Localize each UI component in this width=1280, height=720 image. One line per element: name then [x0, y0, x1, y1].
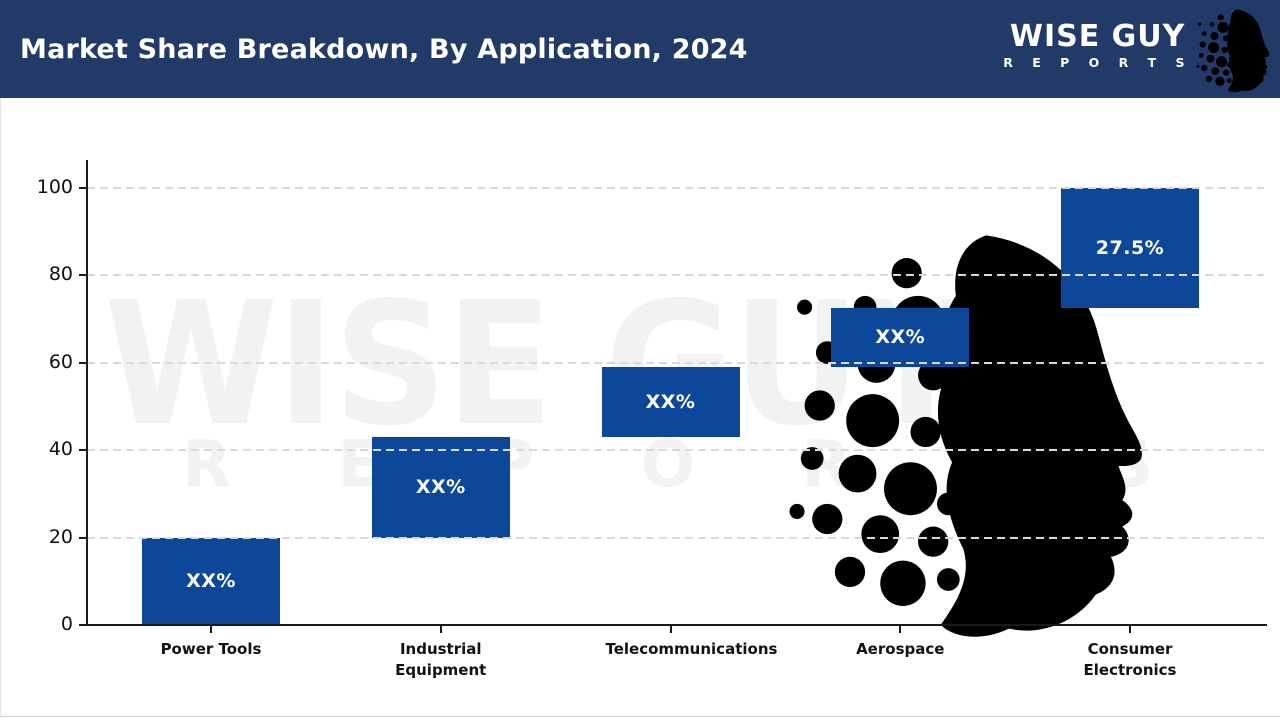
gridline: [87, 361, 1264, 364]
y-axis-line: [86, 160, 88, 626]
y-tick: [79, 449, 87, 451]
gridline: [87, 536, 1264, 539]
bar-value-label: XX%: [186, 570, 236, 593]
chart-title: Market Share Breakdown, By Application, …: [20, 33, 748, 65]
bottom-border: [0, 716, 1280, 717]
y-tick-label: 40: [48, 438, 73, 460]
y-tick: [79, 361, 87, 364]
y-tick-label: 20: [48, 525, 73, 548]
x-tick: [1129, 626, 1131, 633]
y-tick-label: 100: [36, 175, 73, 198]
x-tick: [899, 626, 902, 633]
bar-telecommunications: XX%: [601, 366, 740, 437]
gridline: [87, 274, 1264, 276]
y-tick: [79, 274, 87, 276]
logo-text: WISE GUY: [1009, 19, 1186, 54]
bar-industrial-equipment: XX%: [371, 436, 510, 538]
category-label-power-tools: Power Tools: [160, 640, 262, 658]
y-tick: [79, 624, 87, 626]
bar-value-label: 27.5%: [1095, 236, 1165, 259]
x-tick: [210, 626, 212, 633]
category-label-telecommunications: Telecommunications: [605, 640, 778, 658]
wiseguy-face-icon: [1196, 9, 1270, 93]
x-axis-line: [86, 624, 1267, 626]
bar-aerospace: XX%: [831, 307, 970, 367]
logo-subtext: R E P O R T S: [1003, 55, 1192, 70]
left-border: [0, 98, 1, 716]
y-tick-label: 60: [48, 350, 73, 373]
y-tick-label: 0: [60, 613, 73, 635]
y-tick-label: 80: [48, 263, 73, 285]
category-label-aerospace: Aerospace: [856, 640, 945, 658]
header-bar: Market Share Breakdown, By Application, …: [0, 0, 1280, 98]
wiseguy-logo: WISE GUY R E P O R T S: [1003, 20, 1192, 70]
watermark-text: WISE GUY: [104, 266, 974, 464]
y-tick: [79, 536, 87, 539]
gridline: [87, 449, 1264, 451]
gridline: [87, 186, 1264, 189]
bar-consumer-electronics: 27.5%: [1061, 187, 1199, 308]
bar-value-label: XX%: [645, 390, 696, 413]
category-label-consumer-electronics: Consumer Electronics: [1083, 640, 1177, 679]
chart-plot: WISE GUY R E P O R T S 0 20 40 60 80 100 XX% Po…: [0, 98, 1280, 720]
y-tick: [79, 186, 87, 189]
category-label-industrial-equipment: Industrial Equipment: [395, 640, 487, 679]
x-tick: [439, 626, 442, 633]
bar-value-label: XX%: [415, 476, 466, 499]
bar-value-label: XX%: [875, 326, 926, 349]
x-tick: [669, 626, 672, 633]
bar-power-tools: XX%: [142, 537, 280, 625]
